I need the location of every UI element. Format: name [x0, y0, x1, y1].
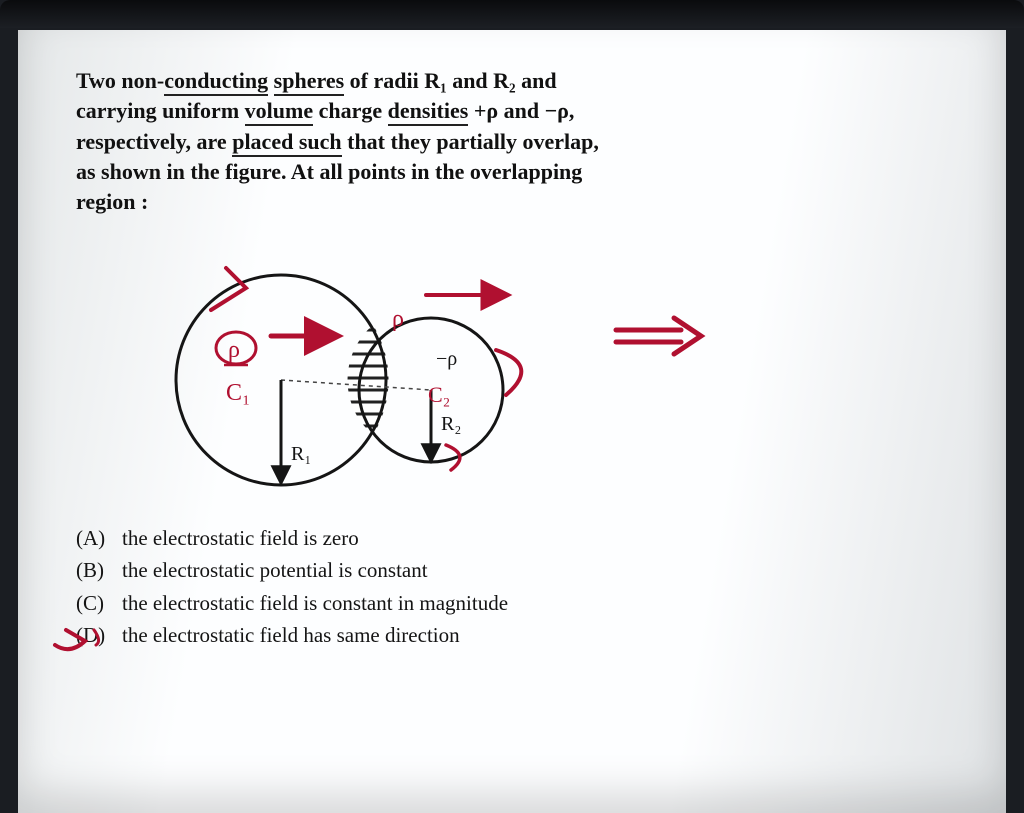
q-l2e: +ρ and −ρ, — [468, 98, 574, 123]
c2-label: C₂ — [428, 382, 450, 407]
q-l3a: respectively, are — [76, 129, 232, 154]
overlap-hatch — [336, 310, 426, 470]
q-l5: region : — [76, 189, 148, 214]
monitor-bezel — [0, 0, 1024, 28]
option-c: (C) the electrostatic field is constant … — [76, 587, 950, 620]
rho-minus-label: −ρ — [436, 348, 457, 370]
page: Two non-conducting spheres of radii R₁ a… — [18, 30, 1006, 813]
q-l1c — [268, 68, 274, 93]
option-d: (D) the electrostatic field has same dir… — [76, 619, 950, 652]
r1-label: R₁ — [291, 443, 311, 465]
q-l2a: carrying uniform — [76, 98, 245, 123]
question-text: Two non-conducting spheres of radii R₁ a… — [76, 66, 716, 218]
option-a-label: (A) — [76, 522, 114, 555]
q-l2d: densities — [388, 98, 469, 126]
figure: −ρ R₁ R₂ ρ C₁ ρ C₂ — [76, 230, 716, 520]
q-l4: as shown in the figure. At all points in… — [76, 159, 582, 184]
option-b-label: (B) — [76, 554, 114, 587]
q-l1b: conducting — [164, 68, 268, 96]
q-l2b: volume — [245, 98, 313, 126]
option-a: (A) the electrostatic field is zero — [76, 522, 950, 555]
q-l1a: Two non- — [76, 68, 164, 93]
option-b-text: the electrostatic potential is constant — [122, 554, 428, 587]
q-l3c: that they partially overlap, — [342, 129, 599, 154]
option-a-text: the electrostatic field is zero — [122, 522, 359, 555]
double-arrow-icon — [616, 318, 701, 354]
option-d-text: the electrostatic field has same directi… — [122, 619, 460, 652]
option-d-mark-icon — [50, 617, 120, 657]
c1-label: C₁ — [226, 380, 250, 406]
figure-svg: −ρ R₁ R₂ ρ C₁ ρ C₂ — [76, 230, 716, 520]
option-c-text: the electrostatic field is constant in m… — [122, 587, 508, 620]
q-l2c: charge — [313, 98, 388, 123]
q-l1d: spheres — [274, 68, 345, 96]
q-l3b: placed such — [232, 129, 341, 157]
rho-plus-label: ρ — [228, 337, 240, 363]
options-list: (A) the electrostatic field is zero (B) … — [76, 522, 950, 652]
r2-label: R₂ — [441, 413, 461, 435]
rho-overlap-label: ρ — [392, 306, 404, 332]
q-l1e: of radii R₁ and R₂ and — [344, 68, 556, 93]
option-b: (B) the electrostatic potential is const… — [76, 554, 950, 587]
option-c-label: (C) — [76, 587, 114, 620]
